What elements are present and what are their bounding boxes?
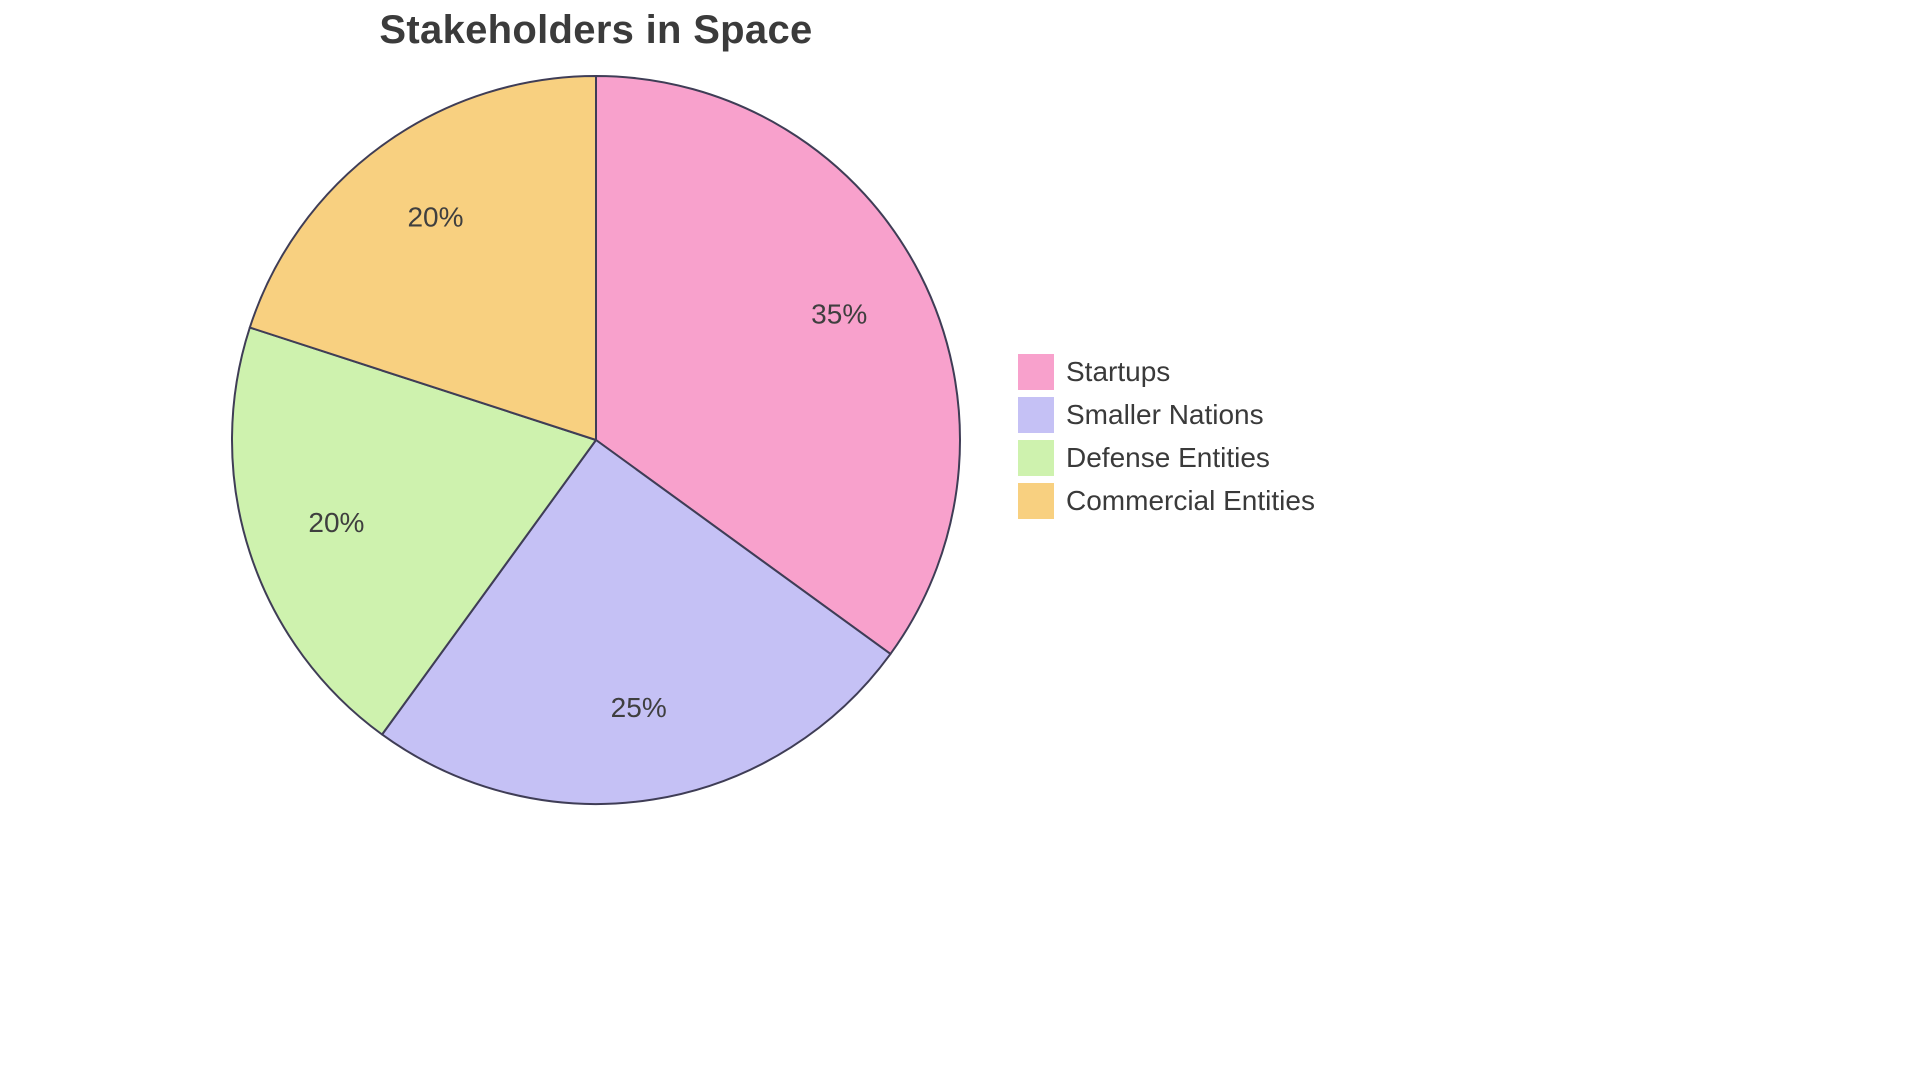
legend: Startups Smaller Nations Defense Entities C… [1018, 354, 1315, 519]
pie-slice-commercial-entities [248, 75, 597, 441]
pie-slice-percent-label-startups: 35% [811, 298, 867, 329]
pie-slice-percent-label-smaller-nations: 25% [611, 692, 667, 723]
pie-slice-percent-label-commercial-entities: 20% [407, 201, 463, 232]
pie-slice-startups [595, 75, 961, 655]
legend-label-startups: Startups [1066, 356, 1171, 387]
legend-item-defense-entities: Defense Entities [1018, 440, 1315, 476]
legend-swatch-startups [1018, 354, 1054, 390]
legend-item-commercial-entities: Commercial Entities [1018, 483, 1315, 519]
chart-title: Stakeholders in Space [379, 8, 813, 52]
legend-swatch-commercial-entities [1018, 483, 1054, 519]
pie-slice-defense-entities [231, 326, 597, 736]
pie-slice-smaller-nations [381, 439, 892, 805]
pie-slice-percent-label-defense-entities: 20% [308, 507, 364, 538]
legend-label-defense-entities: Defense Entities [1066, 442, 1270, 473]
legend-item-smaller-nations: Smaller Nations [1018, 397, 1315, 433]
legend-label-smaller-nations: Smaller Nations [1066, 399, 1264, 430]
legend-label-commercial-entities: Commercial Entities [1066, 485, 1315, 516]
legend-item-startups: Startups [1018, 354, 1315, 390]
legend-swatch-smaller-nations [1018, 397, 1054, 433]
legend-swatch-defense-entities [1018, 440, 1054, 476]
